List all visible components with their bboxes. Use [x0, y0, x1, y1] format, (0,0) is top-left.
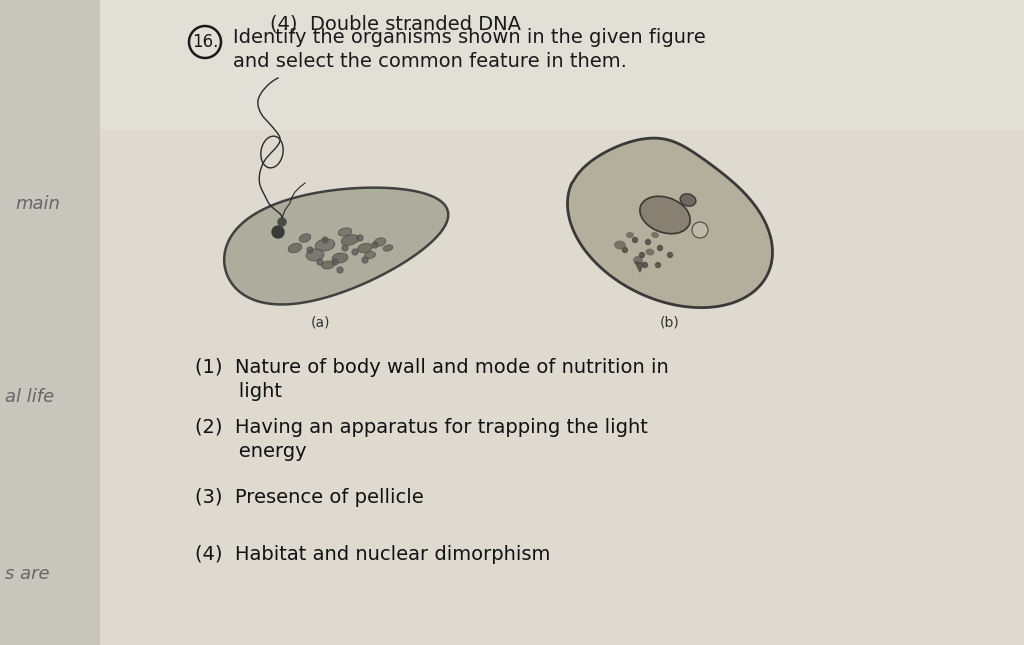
- Polygon shape: [224, 188, 449, 304]
- Ellipse shape: [338, 228, 352, 236]
- Text: Identify the organisms shown in the given figure: Identify the organisms shown in the give…: [233, 28, 706, 47]
- Ellipse shape: [651, 232, 658, 238]
- Circle shape: [633, 237, 638, 243]
- Bar: [100, 0, 1024, 130]
- Circle shape: [278, 218, 286, 226]
- Ellipse shape: [374, 238, 386, 246]
- Ellipse shape: [626, 232, 634, 238]
- Circle shape: [655, 263, 660, 268]
- Circle shape: [668, 252, 673, 257]
- Ellipse shape: [306, 249, 324, 261]
- Circle shape: [332, 259, 338, 265]
- Ellipse shape: [357, 243, 373, 253]
- Ellipse shape: [315, 239, 335, 251]
- Text: energy: energy: [195, 442, 306, 461]
- Text: and select the common feature in them.: and select the common feature in them.: [233, 52, 627, 71]
- Text: (a): (a): [310, 315, 330, 329]
- Circle shape: [307, 247, 313, 253]
- Circle shape: [640, 252, 644, 257]
- Ellipse shape: [341, 235, 358, 245]
- Text: main: main: [15, 195, 59, 213]
- Ellipse shape: [383, 245, 393, 251]
- Circle shape: [357, 235, 362, 241]
- Circle shape: [342, 245, 348, 251]
- Circle shape: [642, 263, 647, 268]
- Circle shape: [372, 242, 378, 248]
- Ellipse shape: [614, 241, 626, 250]
- Text: (4)  Double stranded DNA: (4) Double stranded DNA: [270, 14, 521, 33]
- Polygon shape: [635, 262, 643, 272]
- Circle shape: [352, 249, 358, 255]
- Bar: [0, 0, 100, 645]
- Ellipse shape: [332, 253, 348, 263]
- Ellipse shape: [640, 196, 690, 233]
- Text: (2)  Having an apparatus for trapping the light: (2) Having an apparatus for trapping the…: [195, 418, 648, 437]
- Circle shape: [272, 226, 284, 238]
- Circle shape: [645, 239, 650, 244]
- Circle shape: [623, 248, 628, 252]
- Text: (1)  Nature of body wall and mode of nutrition in: (1) Nature of body wall and mode of nutr…: [195, 358, 669, 377]
- Polygon shape: [567, 138, 772, 308]
- Ellipse shape: [322, 261, 335, 269]
- Text: s are: s are: [5, 565, 49, 583]
- Circle shape: [322, 237, 328, 243]
- Text: (4)  Habitat and nuclear dimorphism: (4) Habitat and nuclear dimorphism: [195, 545, 550, 564]
- Circle shape: [362, 257, 368, 263]
- Ellipse shape: [365, 252, 376, 259]
- Ellipse shape: [299, 233, 311, 243]
- Ellipse shape: [633, 256, 643, 264]
- Circle shape: [317, 259, 323, 265]
- Circle shape: [692, 222, 708, 238]
- Circle shape: [337, 267, 343, 273]
- Ellipse shape: [288, 243, 302, 253]
- Text: 16.: 16.: [191, 33, 218, 51]
- Text: (3)  Presence of pellicle: (3) Presence of pellicle: [195, 488, 424, 507]
- Ellipse shape: [680, 194, 696, 206]
- Text: al life: al life: [5, 388, 54, 406]
- Circle shape: [657, 246, 663, 250]
- Text: light: light: [195, 382, 282, 401]
- Ellipse shape: [645, 248, 654, 255]
- Text: (b): (b): [660, 315, 680, 329]
